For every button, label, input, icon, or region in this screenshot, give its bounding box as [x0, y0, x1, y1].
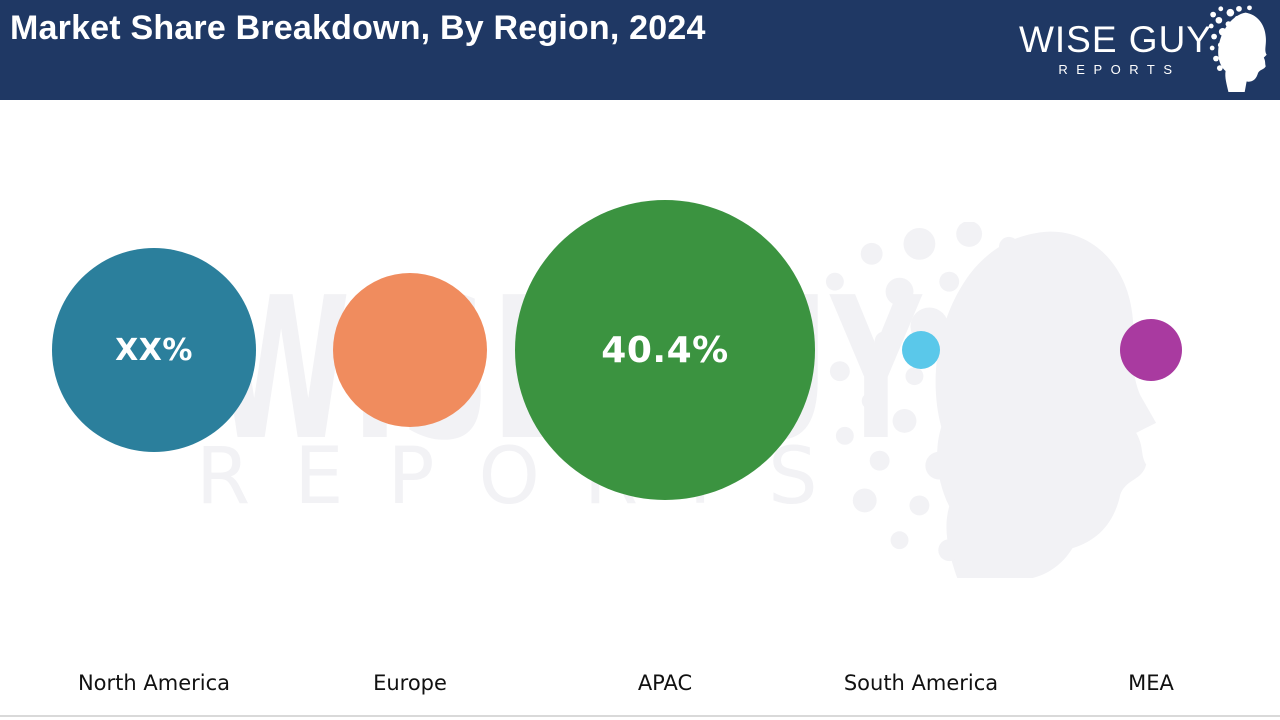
page-title: Market Share Breakdown, By Region, 2024 — [10, 9, 706, 47]
logo-head-icon — [1208, 5, 1267, 93]
bubble-south-america — [902, 331, 940, 369]
bubble-value-label-north-america: XX% — [115, 332, 193, 368]
bubble-north-america: XX% — [52, 248, 256, 452]
logo-text-block: WISE GUY REPORTS — [1018, 19, 1212, 77]
bubble-mea — [1120, 319, 1182, 381]
watermark-head-icon — [825, 222, 1157, 579]
wise-guy-logo: WISE GUY REPORTS — [1019, 5, 1270, 93]
bottom-divider — [0, 715, 1280, 717]
bubble-chart: WISE GUY REPORTS XX% — [0, 100, 1280, 720]
category-label-mea: MEA — [1128, 671, 1174, 695]
category-label-north-america: North America — [77, 671, 231, 695]
header: Market Share Breakdown, By Region, 2024 … — [0, 0, 1280, 100]
category-label-south-america: South America — [843, 671, 999, 695]
category-label-apac: APAC — [637, 671, 693, 695]
bubble-europe — [333, 273, 487, 427]
logo-brand-text: WISE GUY — [1018, 19, 1212, 61]
category-label-europe: Europe — [373, 671, 447, 695]
logo-sub-text: REPORTS — [1058, 61, 1181, 77]
bubble-apac: 40.4% — [515, 200, 815, 500]
bubble-value-label-apac: 40.4% — [601, 329, 729, 371]
